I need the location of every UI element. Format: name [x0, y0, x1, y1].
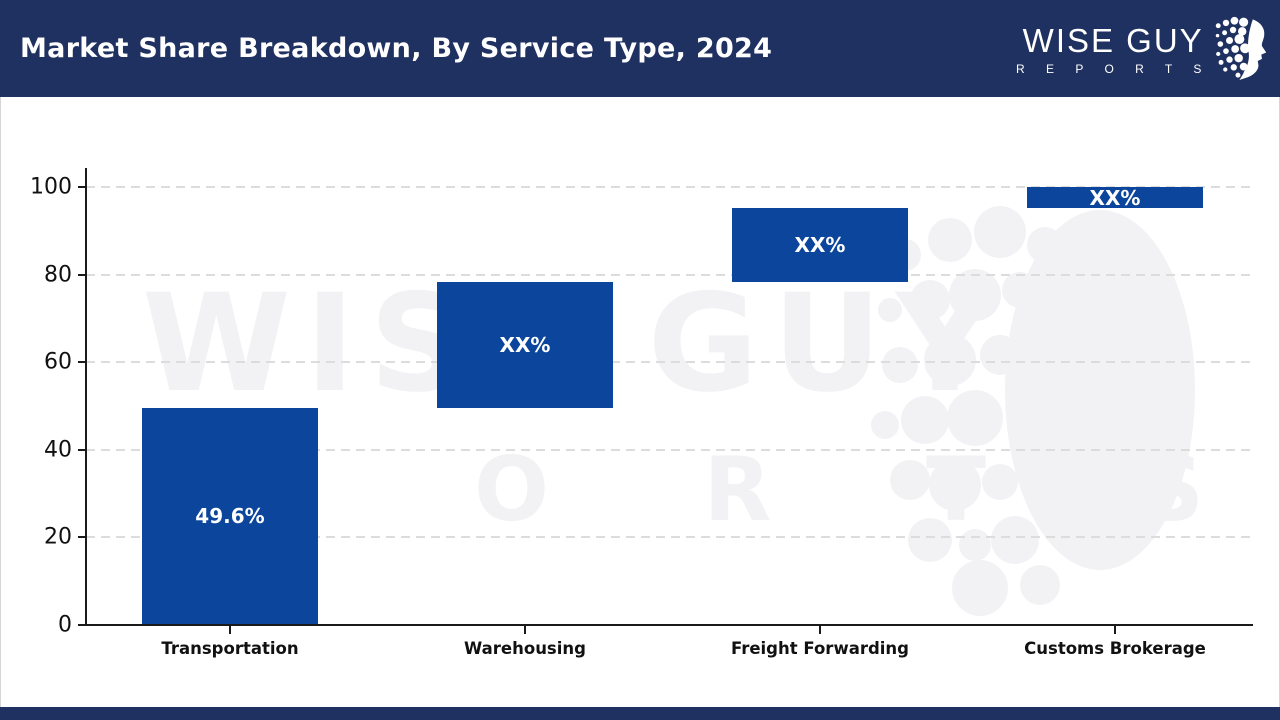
- x-category-label: Warehousing: [464, 639, 586, 658]
- x-category-label: Customs Brokerage: [1024, 639, 1206, 658]
- x-axis-tick: [819, 626, 821, 634]
- logo-wordmark: WISE GUY: [1022, 22, 1204, 59]
- wise-guy-reports-logo: WISE GUY R E P O R T S: [1016, 6, 1268, 92]
- y-axis-tick: [78, 273, 86, 276]
- y-tick-label: 0: [58, 612, 72, 638]
- gridline: [86, 361, 1253, 364]
- header-bar: Market Share Breakdown, By Service Type,…: [0, 0, 1280, 97]
- x-category-label: Transportation: [161, 639, 299, 658]
- logo-head-icon: [1216, 16, 1267, 81]
- y-tick-label: 100: [30, 174, 72, 200]
- y-tick-label: 60: [44, 349, 72, 375]
- x-axis-tick: [1114, 626, 1116, 634]
- footer-bar: [0, 707, 1280, 720]
- y-tick-label: 40: [44, 437, 72, 463]
- y-axis-tick: [78, 448, 86, 451]
- bar-freight-forwarding: XX%: [732, 208, 908, 283]
- y-axis-spine: [85, 168, 87, 626]
- x-axis-spine: [85, 624, 1253, 626]
- watermark-subtext: P O R T S: [255, 438, 1267, 541]
- bar-warehousing: XX%: [437, 282, 613, 408]
- chart-title: Market Share Breakdown, By Service Type,…: [20, 33, 773, 64]
- logo-subtext: R E P O R T S: [1016, 62, 1211, 76]
- bar-value-label: XX%: [794, 233, 846, 258]
- bar-value-label: 49.6%: [195, 504, 265, 529]
- gridline: [86, 186, 1253, 188]
- bar-customs-brokerage: XX%: [1027, 185, 1203, 210]
- x-category-label: Freight Forwarding: [730, 639, 909, 658]
- y-axis-tick: [78, 186, 86, 188]
- gridline: [86, 536, 1253, 539]
- bar-value-label: XX%: [499, 332, 551, 357]
- bar-value-label: XX%: [1089, 185, 1141, 210]
- y-axis-tick: [78, 624, 86, 626]
- y-axis-tick: [78, 536, 86, 539]
- bar-transportation: 49.6%: [142, 407, 318, 625]
- y-tick-label: 80: [44, 262, 72, 288]
- x-axis-tick: [229, 626, 231, 634]
- gridline: [86, 273, 1253, 276]
- y-tick-label: 20: [44, 524, 72, 550]
- x-axis-tick: [524, 626, 526, 634]
- gridline: [86, 448, 1253, 451]
- y-axis-tick: [78, 361, 86, 364]
